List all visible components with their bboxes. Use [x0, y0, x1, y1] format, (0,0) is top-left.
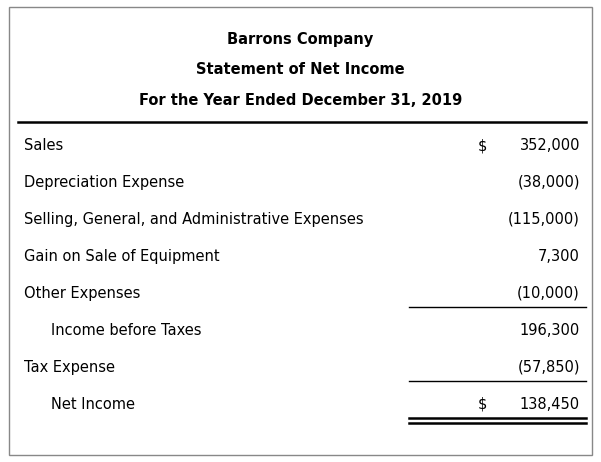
Text: Net Income: Net Income: [51, 397, 135, 412]
Text: Sales: Sales: [24, 138, 63, 153]
Text: (115,000): (115,000): [508, 212, 580, 227]
Text: $: $: [478, 397, 487, 412]
Text: Gain on Sale of Equipment: Gain on Sale of Equipment: [24, 249, 219, 264]
Text: (57,850): (57,850): [517, 360, 580, 375]
Text: Statement of Net Income: Statement of Net Income: [196, 62, 405, 77]
FancyBboxPatch shape: [9, 7, 592, 455]
Text: (38,000): (38,000): [517, 175, 580, 190]
Text: $: $: [478, 138, 487, 153]
Text: 7,300: 7,300: [538, 249, 580, 264]
Text: Selling, General, and Administrative Expenses: Selling, General, and Administrative Exp…: [24, 212, 364, 227]
Text: 352,000: 352,000: [519, 138, 580, 153]
Text: 138,450: 138,450: [520, 397, 580, 412]
Text: (10,000): (10,000): [517, 286, 580, 301]
Text: Depreciation Expense: Depreciation Expense: [24, 175, 185, 190]
Text: Other Expenses: Other Expenses: [24, 286, 141, 301]
Text: Tax Expense: Tax Expense: [24, 360, 115, 375]
Text: 196,300: 196,300: [520, 323, 580, 338]
Text: For the Year Ended December 31, 2019: For the Year Ended December 31, 2019: [139, 93, 462, 108]
Text: Barrons Company: Barrons Company: [227, 32, 374, 47]
Text: Income before Taxes: Income before Taxes: [51, 323, 201, 338]
